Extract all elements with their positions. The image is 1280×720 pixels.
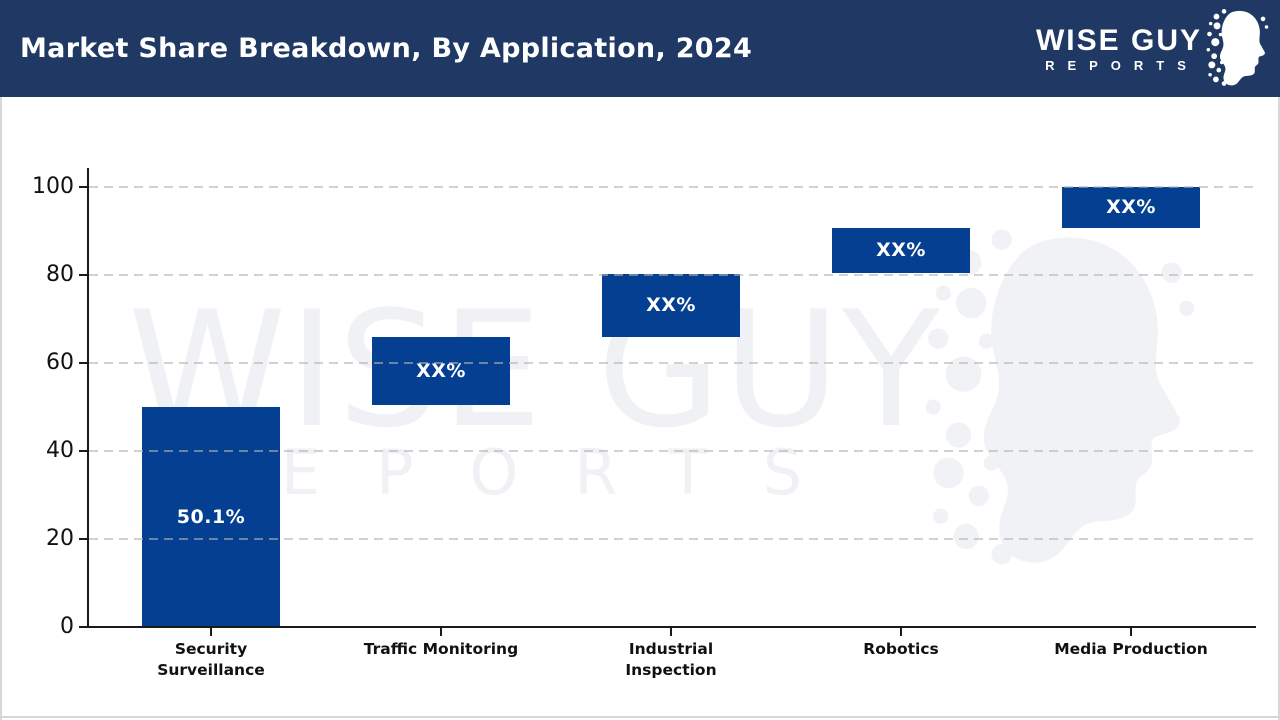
y-tick-label-0: 0	[60, 614, 74, 639]
bar-value-label: XX%	[416, 359, 466, 382]
brand-head-icon	[1206, 7, 1270, 89]
bar-label-box-robotics: XX%	[832, 228, 970, 273]
gridline-80	[89, 274, 1256, 276]
brand-logo-text: WISE GUY REPORTS	[1036, 24, 1202, 72]
x-tick-mark-security-surveillance	[210, 628, 212, 636]
bar-value-label: XX%	[876, 239, 926, 262]
bar-media-production	[1062, 187, 1200, 228]
x-category-label-traffic-monitoring: Traffic Monitoring	[363, 640, 519, 658]
y-tick-mark-60	[79, 362, 88, 364]
bar-traffic-monitoring	[372, 336, 510, 405]
bar-security-surveillance	[142, 406, 280, 627]
bar-label-box-traffic-monitoring: XX%	[372, 337, 510, 405]
y-tick-mark-100	[79, 186, 88, 188]
y-tick-label-80: 80	[46, 262, 74, 287]
y-tick-label-20: 20	[46, 526, 74, 551]
page-border-right	[1278, 97, 1280, 720]
bar-value-label: 50.1%	[176, 505, 246, 528]
bar-value-label: XX%	[1106, 196, 1156, 219]
bar-industrial-inspection	[602, 274, 740, 337]
gridline-40	[89, 450, 1256, 452]
brand-wordmark: WISE GUY	[1035, 24, 1202, 58]
bar-value-label: XX%	[646, 294, 696, 317]
header: Market Share Breakdown, By Application, …	[0, 0, 1280, 97]
bar-label-box-security-surveillance: 50.1%	[142, 407, 280, 627]
x-tick-mark-media-production	[1130, 628, 1132, 636]
y-tick-mark-0	[79, 626, 88, 628]
x-tick-mark-robotics	[900, 628, 902, 636]
x-category-label-media-production: Media Production	[1054, 640, 1208, 658]
bar-label-box-media-production: XX%	[1062, 187, 1200, 228]
gridline-20	[89, 538, 1256, 540]
x-tick-mark-traffic-monitoring	[440, 628, 442, 636]
y-tick-mark-40	[79, 450, 88, 452]
bar-label-box-industrial-inspection: XX%	[602, 274, 740, 336]
page-title: Market Share Breakdown, By Application, …	[20, 33, 753, 64]
y-tick-mark-80	[79, 274, 88, 276]
x-tick-mark-industrial-inspection	[670, 628, 672, 636]
brand-reports-text: REPORTS	[1045, 57, 1199, 73]
x-category-label-security-surveillance: Security Surveillance	[157, 640, 265, 679]
page-border-bottom	[0, 716, 1280, 718]
x-category-label-industrial-inspection: Industrial Inspection	[625, 640, 717, 679]
y-tick-label-100: 100	[32, 174, 74, 199]
gridline-60	[89, 362, 1256, 364]
y-tick-label-60: 60	[46, 350, 74, 375]
page-border-left	[0, 97, 2, 720]
x-axis-line	[86, 626, 1256, 628]
y-tick-mark-20	[79, 538, 88, 540]
gridline-100	[89, 186, 1256, 188]
y-axis-line	[87, 168, 89, 628]
y-tick-label-40: 40	[46, 438, 74, 463]
brand-logo: WISE GUY REPORTS	[1036, 7, 1270, 89]
x-category-label-robotics: Robotics	[863, 640, 939, 658]
